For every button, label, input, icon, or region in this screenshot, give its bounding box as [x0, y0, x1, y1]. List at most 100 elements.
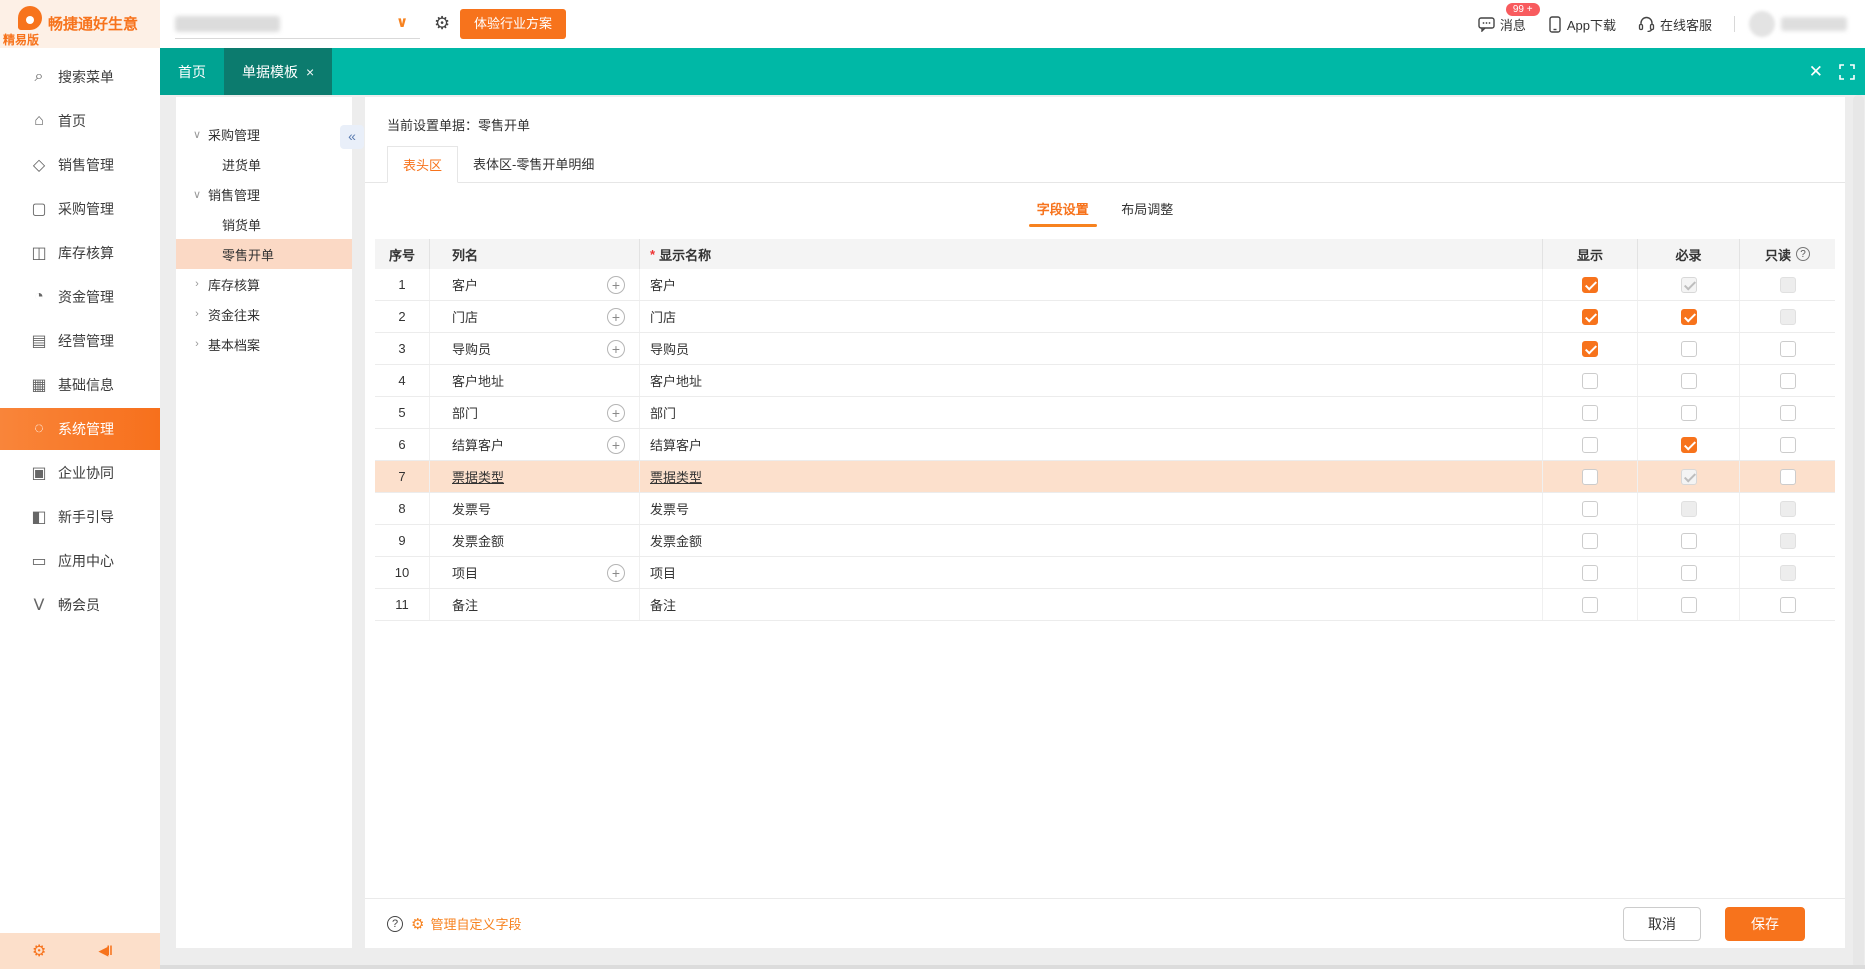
- caret-down-icon[interactable]: ∨: [192, 188, 202, 201]
- close-all-tabs-icon[interactable]: ✕: [1808, 61, 1823, 81]
- show-checkbox[interactable]: [1582, 340, 1598, 357]
- company-selector-redacted[interactable]: [175, 16, 280, 32]
- readonly-help-icon[interactable]: ?: [1796, 247, 1810, 261]
- caret-right-icon[interactable]: ›: [195, 308, 199, 320]
- readonly-checkbox[interactable]: [1779, 468, 1796, 485]
- show-checkbox[interactable]: [1582, 596, 1598, 613]
- page-scrollbar[interactable]: [1853, 95, 1864, 969]
- tree-item[interactable]: ∨ 销售管理: [176, 179, 352, 209]
- fullscreen-icon[interactable]: [1839, 63, 1855, 80]
- table-row[interactable]: 10 项目 + 项目: [375, 557, 1835, 589]
- readonly-checkbox[interactable]: [1779, 372, 1796, 389]
- show-checkbox[interactable]: [1582, 372, 1598, 389]
- table-row[interactable]: 5 部门 + 部门: [375, 397, 1835, 429]
- settings-gear-icon[interactable]: ⚙: [32, 943, 47, 960]
- sidebar-item-inventory[interactable]: ◫ 库存核算: [0, 232, 160, 274]
- sidebar-item-business[interactable]: ▤ 经营管理: [0, 320, 160, 362]
- sidebar-item-system[interactable]: ◌ 系统管理: [0, 408, 160, 450]
- table-row[interactable]: 11 备注 备注: [375, 589, 1835, 621]
- chevron-down-icon[interactable]: ∨: [396, 14, 409, 31]
- tree-item[interactable]: › 资金往来: [176, 299, 352, 329]
- readonly-checkbox[interactable]: [1779, 340, 1796, 357]
- show-checkbox[interactable]: [1582, 532, 1598, 549]
- table-row[interactable]: 1 客户 + 客户: [375, 269, 1835, 301]
- tab-doc-template[interactable]: 单据模板 ×: [224, 48, 333, 95]
- tree-item[interactable]: 进货单: [176, 149, 352, 179]
- tab-field-settings[interactable]: 字段设置: [1028, 199, 1097, 227]
- tab-close-icon[interactable]: ×: [306, 63, 315, 80]
- table-row[interactable]: 6 结算客户 + 结算客户: [375, 429, 1835, 461]
- gear-icon[interactable]: ⚙: [434, 13, 451, 33]
- panel-collapse-icon[interactable]: «: [340, 125, 364, 149]
- manage-custom-fields-link[interactable]: 管理自定义字段: [430, 917, 522, 932]
- required-checkbox[interactable]: [1680, 596, 1697, 613]
- sidebar-item-guide[interactable]: ◧ 新手引导: [0, 496, 160, 538]
- add-field-icon[interactable]: +: [607, 275, 625, 294]
- tree-item[interactable]: › 基本档案: [176, 329, 352, 359]
- required-checkbox[interactable]: [1680, 436, 1697, 453]
- avatar[interactable]: [1749, 11, 1775, 37]
- tree-item[interactable]: 销货单: [176, 209, 352, 239]
- table-row[interactable]: 4 客户地址 客户地址: [375, 365, 1835, 397]
- cell-display-name[interactable]: 项目: [640, 557, 1543, 588]
- show-checkbox[interactable]: [1582, 404, 1598, 421]
- app-download-button[interactable]: App下载: [1548, 15, 1616, 34]
- show-checkbox[interactable]: [1582, 564, 1598, 581]
- add-field-icon[interactable]: +: [607, 339, 625, 358]
- tree-item[interactable]: › 库存核算: [176, 269, 352, 299]
- add-field-icon[interactable]: +: [607, 307, 625, 326]
- tab-header-region[interactable]: 表头区: [387, 146, 459, 183]
- table-row[interactable]: 8 发票号 发票号: [375, 493, 1835, 525]
- help-icon[interactable]: ?: [387, 915, 403, 932]
- caret-down-icon[interactable]: ∨: [192, 128, 202, 141]
- table-row[interactable]: 3 导购员 + 导购员: [375, 333, 1835, 365]
- add-field-icon[interactable]: +: [607, 563, 625, 582]
- tab-layout-adjust[interactable]: 布局调整: [1121, 202, 1174, 217]
- cell-display-name[interactable]: 备注: [640, 589, 1543, 620]
- cell-display-name[interactable]: 票据类型: [640, 461, 1543, 492]
- cell-display-name[interactable]: 客户: [640, 269, 1543, 300]
- readonly-checkbox[interactable]: [1779, 404, 1796, 421]
- table-row[interactable]: 2 门店 + 门店: [375, 301, 1835, 333]
- sidebar-item-collaboration[interactable]: ▣ 企业协同: [0, 452, 160, 494]
- table-row[interactable]: 9 发票金额 发票金额: [375, 525, 1835, 557]
- cancel-button[interactable]: 取消: [1623, 906, 1701, 941]
- show-checkbox[interactable]: [1582, 436, 1598, 453]
- sidebar-item-member[interactable]: Ⅴ 畅会员: [0, 584, 160, 626]
- cell-display-name[interactable]: 门店: [640, 301, 1543, 332]
- add-field-icon[interactable]: +: [607, 435, 625, 454]
- cell-display-name[interactable]: 结算客户: [640, 429, 1543, 460]
- show-checkbox[interactable]: [1582, 276, 1598, 293]
- tree-item[interactable]: ∨ 采购管理: [176, 119, 352, 149]
- sidebar-item-home[interactable]: ⌂ 首页: [0, 100, 160, 142]
- tree-item[interactable]: 零售开单: [176, 239, 352, 269]
- sidebar-item-sales[interactable]: ◇ 销售管理: [0, 144, 160, 186]
- show-checkbox[interactable]: [1582, 500, 1598, 517]
- required-checkbox[interactable]: [1680, 372, 1697, 389]
- sidebar-item-app-center[interactable]: ▭ 应用中心: [0, 540, 160, 582]
- cell-display-name[interactable]: 客户地址: [640, 365, 1543, 396]
- show-checkbox[interactable]: [1582, 308, 1598, 325]
- required-checkbox[interactable]: [1680, 340, 1697, 357]
- caret-right-icon[interactable]: ›: [195, 278, 199, 290]
- caret-right-icon[interactable]: ›: [195, 338, 199, 350]
- cell-display-name[interactable]: 发票号: [640, 493, 1543, 524]
- cell-display-name[interactable]: 部门: [640, 397, 1543, 428]
- show-checkbox[interactable]: [1582, 468, 1598, 485]
- tab-body-region[interactable]: 表体区-零售开单明细: [473, 157, 595, 172]
- save-button[interactable]: 保存: [1725, 906, 1805, 941]
- username-redacted[interactable]: [1781, 17, 1847, 31]
- tab-home[interactable]: 首页: [160, 48, 224, 95]
- add-field-icon[interactable]: +: [607, 403, 625, 422]
- table-row[interactable]: 7 票据类型 票据类型: [375, 461, 1835, 493]
- sidebar-item-purchase[interactable]: ▢ 采购管理: [0, 188, 160, 230]
- support-button[interactable]: 在线客服: [1638, 15, 1712, 34]
- required-checkbox[interactable]: [1680, 308, 1697, 325]
- readonly-checkbox[interactable]: [1779, 596, 1796, 613]
- sidebar-item-search[interactable]: ⌕ 搜索菜单: [0, 56, 160, 98]
- messages-button[interactable]: 消息 99 +: [1478, 2, 1540, 34]
- cell-display-name[interactable]: 发票金额: [640, 525, 1543, 556]
- cell-display-name[interactable]: 导购员: [640, 333, 1543, 364]
- required-checkbox[interactable]: [1680, 564, 1697, 581]
- required-checkbox[interactable]: [1680, 404, 1697, 421]
